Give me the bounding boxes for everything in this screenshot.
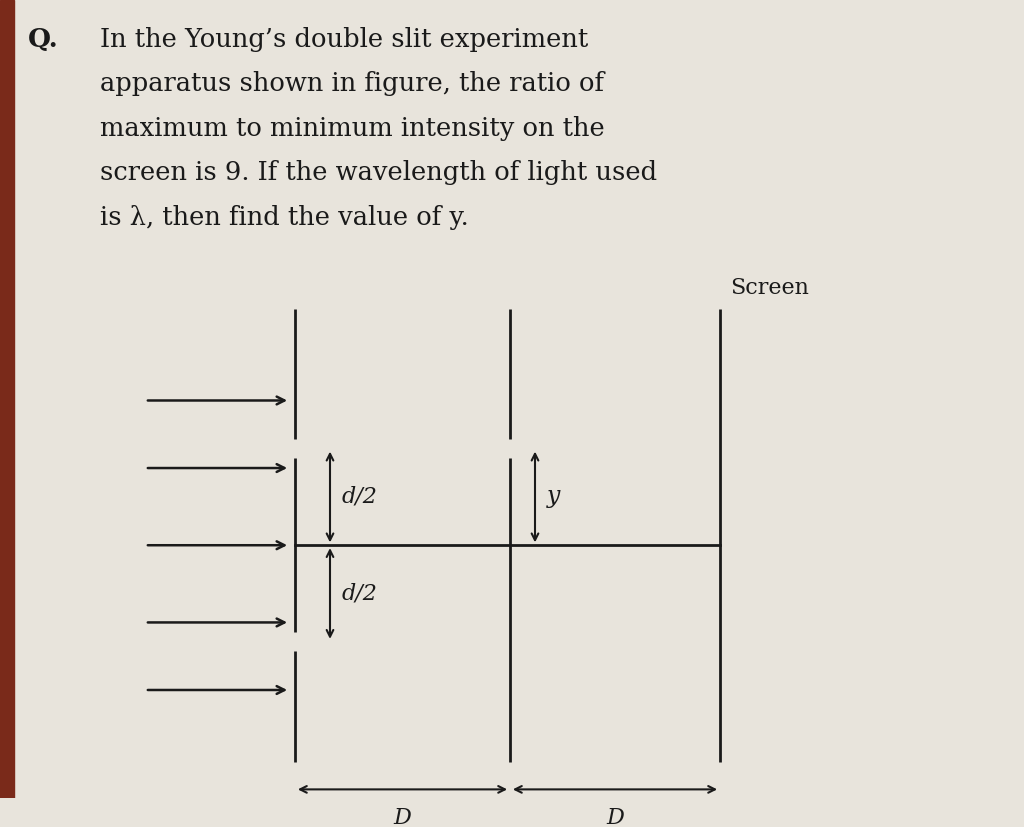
Text: apparatus shown in figure, the ratio of: apparatus shown in figure, the ratio of xyxy=(100,71,604,97)
Bar xyxy=(0,0,14,798)
Text: maximum to minimum intensity on the: maximum to minimum intensity on the xyxy=(100,116,605,141)
Text: Q.: Q. xyxy=(28,27,58,52)
Text: D: D xyxy=(606,807,624,827)
Text: is λ, then find the value of y.: is λ, then find the value of y. xyxy=(100,204,469,230)
Text: screen is 9. If the wavelength of light used: screen is 9. If the wavelength of light … xyxy=(100,160,657,185)
Text: Screen: Screen xyxy=(730,277,809,299)
Text: D: D xyxy=(393,807,412,827)
Text: d/2: d/2 xyxy=(342,486,378,508)
Text: d/2: d/2 xyxy=(342,582,378,605)
Text: In the Young’s double slit experiment: In the Young’s double slit experiment xyxy=(100,27,588,52)
Text: y: y xyxy=(547,485,560,509)
